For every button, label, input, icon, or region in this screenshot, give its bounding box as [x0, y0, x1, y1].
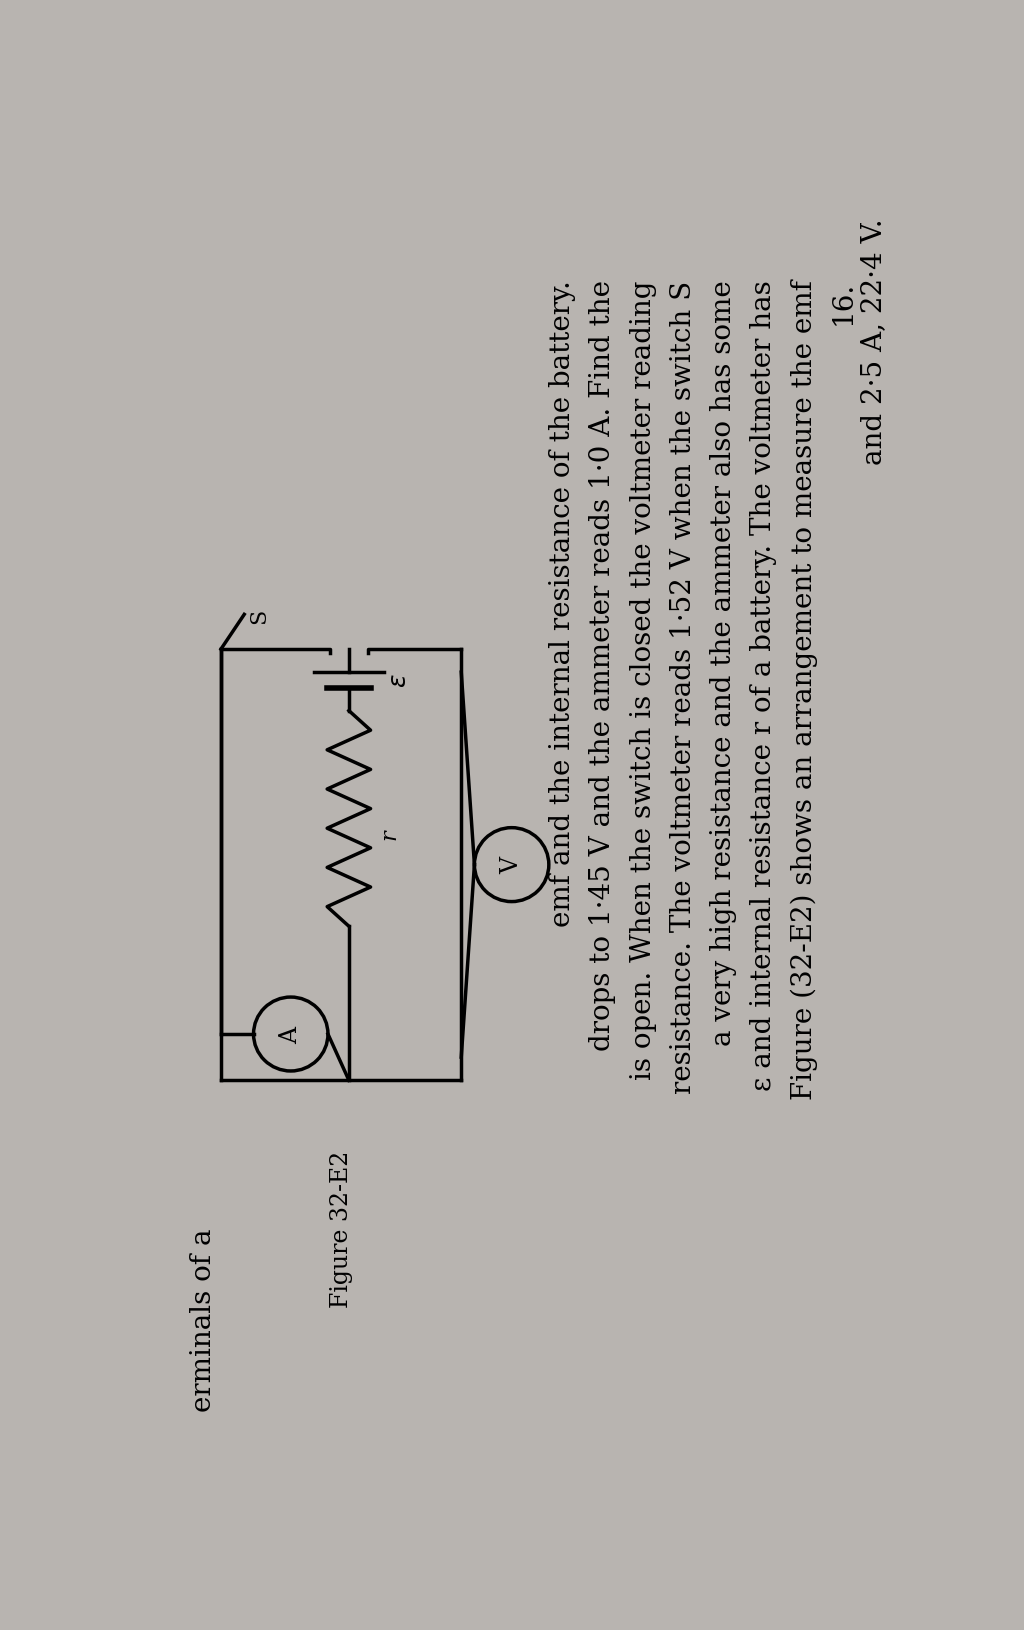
Text: V: V	[500, 857, 523, 874]
Text: is open. When the switch is closed the voltmeter reading: is open. When the switch is closed the v…	[630, 280, 656, 1079]
Text: drops to 1·45 V and the ammeter reads 1·0 A. Find the: drops to 1·45 V and the ammeter reads 1·…	[589, 280, 616, 1051]
Text: Figure 32-E2: Figure 32-E2	[330, 1149, 352, 1307]
Text: erminals of a: erminals of a	[190, 1227, 217, 1412]
Text: Figure (32-E2) shows an arrangement to measure the emf: Figure (32-E2) shows an arrangement to m…	[791, 280, 818, 1100]
Text: emf and the internal resistance of the battery.: emf and the internal resistance of the b…	[549, 280, 575, 927]
Text: S: S	[248, 608, 270, 624]
Text: and 2·5 A, 22·4 V.: and 2·5 A, 22·4 V.	[860, 218, 888, 465]
Text: ε and internal resistance r of a battery. The voltmeter has: ε and internal resistance r of a battery…	[751, 280, 777, 1090]
Text: a very high resistance and the ammeter also has some: a very high resistance and the ammeter a…	[711, 280, 737, 1045]
Text: $\varepsilon$: $\varepsilon$	[388, 673, 411, 688]
Text: resistance. The voltmeter reads 1·52 V when the switch S: resistance. The voltmeter reads 1·52 V w…	[670, 280, 697, 1092]
Text: A: A	[280, 1025, 302, 1043]
Text: 16.: 16.	[829, 280, 856, 324]
Text: r: r	[378, 830, 400, 839]
